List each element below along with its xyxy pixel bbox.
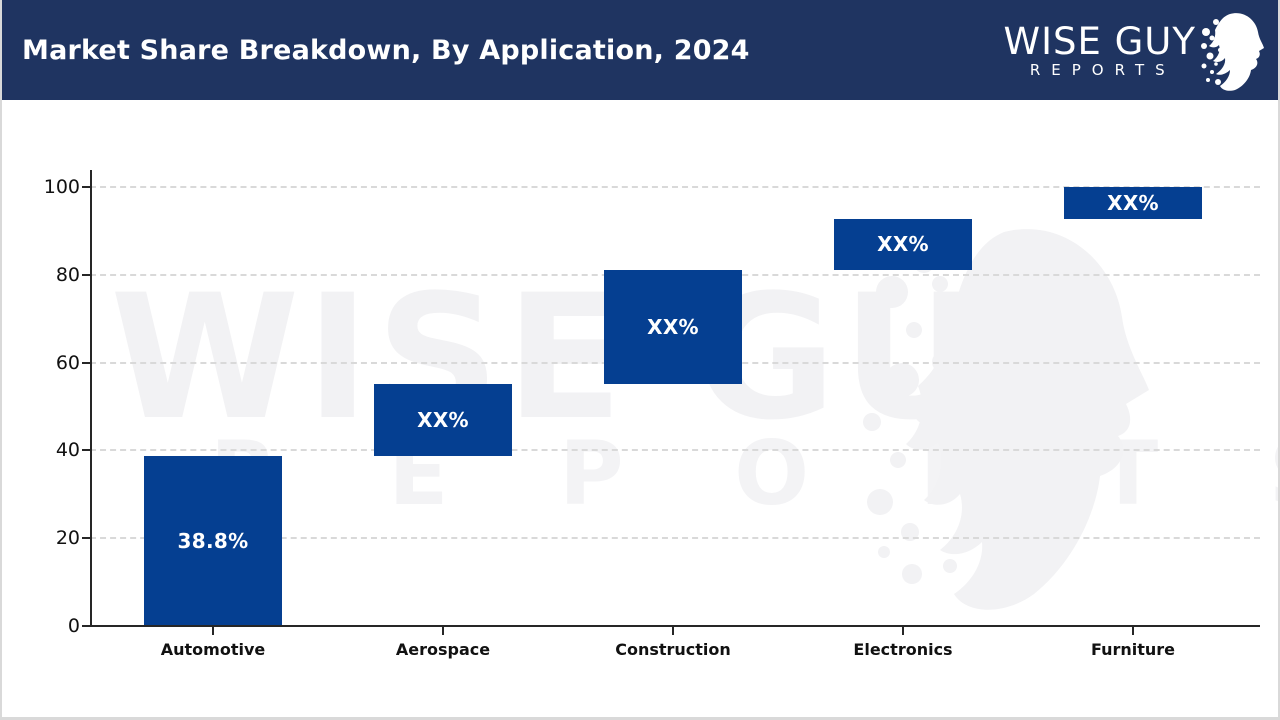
- y-axis-tick-60: [82, 361, 90, 364]
- y-axis-line: [90, 170, 92, 627]
- gridline-20: [90, 537, 1260, 540]
- y-axis-label-60: 60: [55, 351, 80, 374]
- x-axis-label-furniture: Furniture: [1090, 640, 1176, 659]
- x-axis-tick-automotive: [212, 627, 214, 635]
- x-axis-label-construction: Construction: [615, 640, 731, 659]
- x-axis-tick-construction: [672, 627, 674, 635]
- x-axis-tick-electronics: [902, 627, 904, 635]
- bar-construction: XX%: [604, 269, 742, 385]
- bar-automotive: 38.8%: [144, 455, 282, 626]
- gridline-100: [90, 186, 1260, 188]
- y-axis-tick-20: [82, 537, 90, 540]
- y-axis-label-0: 0: [67, 615, 80, 637]
- bar-value-label-automotive: 38.8%: [177, 528, 249, 553]
- x-axis-tick-aerospace: [442, 627, 444, 635]
- bar-value-label-electronics: XX%: [877, 232, 929, 257]
- x-axis-label-electronics: Electronics: [853, 640, 953, 659]
- bar-electronics: XX%: [834, 219, 972, 270]
- gridline-40: [90, 449, 1260, 452]
- x-axis-label-automotive: Automotive: [160, 640, 266, 659]
- header-bar: Market Share Breakdown, By Application, …: [2, 0, 1278, 100]
- x-axis-line: [90, 625, 1260, 627]
- y-axis-label-80: 80: [55, 263, 80, 286]
- y-axis-label-100: 100: [43, 176, 80, 198]
- dotted-head-icon: [1201, 13, 1264, 91]
- y-axis-label-40: 40: [55, 439, 80, 462]
- y-axis-tick-100: [82, 186, 90, 188]
- y-axis-tick-80: [82, 273, 90, 276]
- chart-title: Market Share Breakdown, By Application, …: [22, 34, 750, 66]
- y-axis-tick-40: [82, 449, 90, 452]
- watermark-head-icon: [863, 229, 1149, 610]
- bar-value-label-aerospace: XX%: [417, 407, 469, 432]
- x-axis-label-aerospace: Aerospace: [395, 640, 491, 659]
- y-axis-label-20: 20: [55, 527, 80, 550]
- logo-wordmark: WISE GUY: [1003, 19, 1196, 63]
- bar-furniture: XX%: [1064, 187, 1202, 220]
- logo-text: WISE GUY REPORTS: [1004, 23, 1196, 78]
- bar-value-label-construction: XX%: [647, 314, 699, 339]
- bar-value-label-furniture: XX%: [1107, 191, 1159, 216]
- wise-guy-reports-logo: WISE GUY REPORTS: [1004, 8, 1264, 92]
- bar-aerospace: XX%: [374, 384, 512, 456]
- logo-subtitle: REPORTS: [1029, 60, 1176, 79]
- y-axis-tick-0: [82, 625, 90, 627]
- x-axis-tick-furniture: [1132, 627, 1134, 635]
